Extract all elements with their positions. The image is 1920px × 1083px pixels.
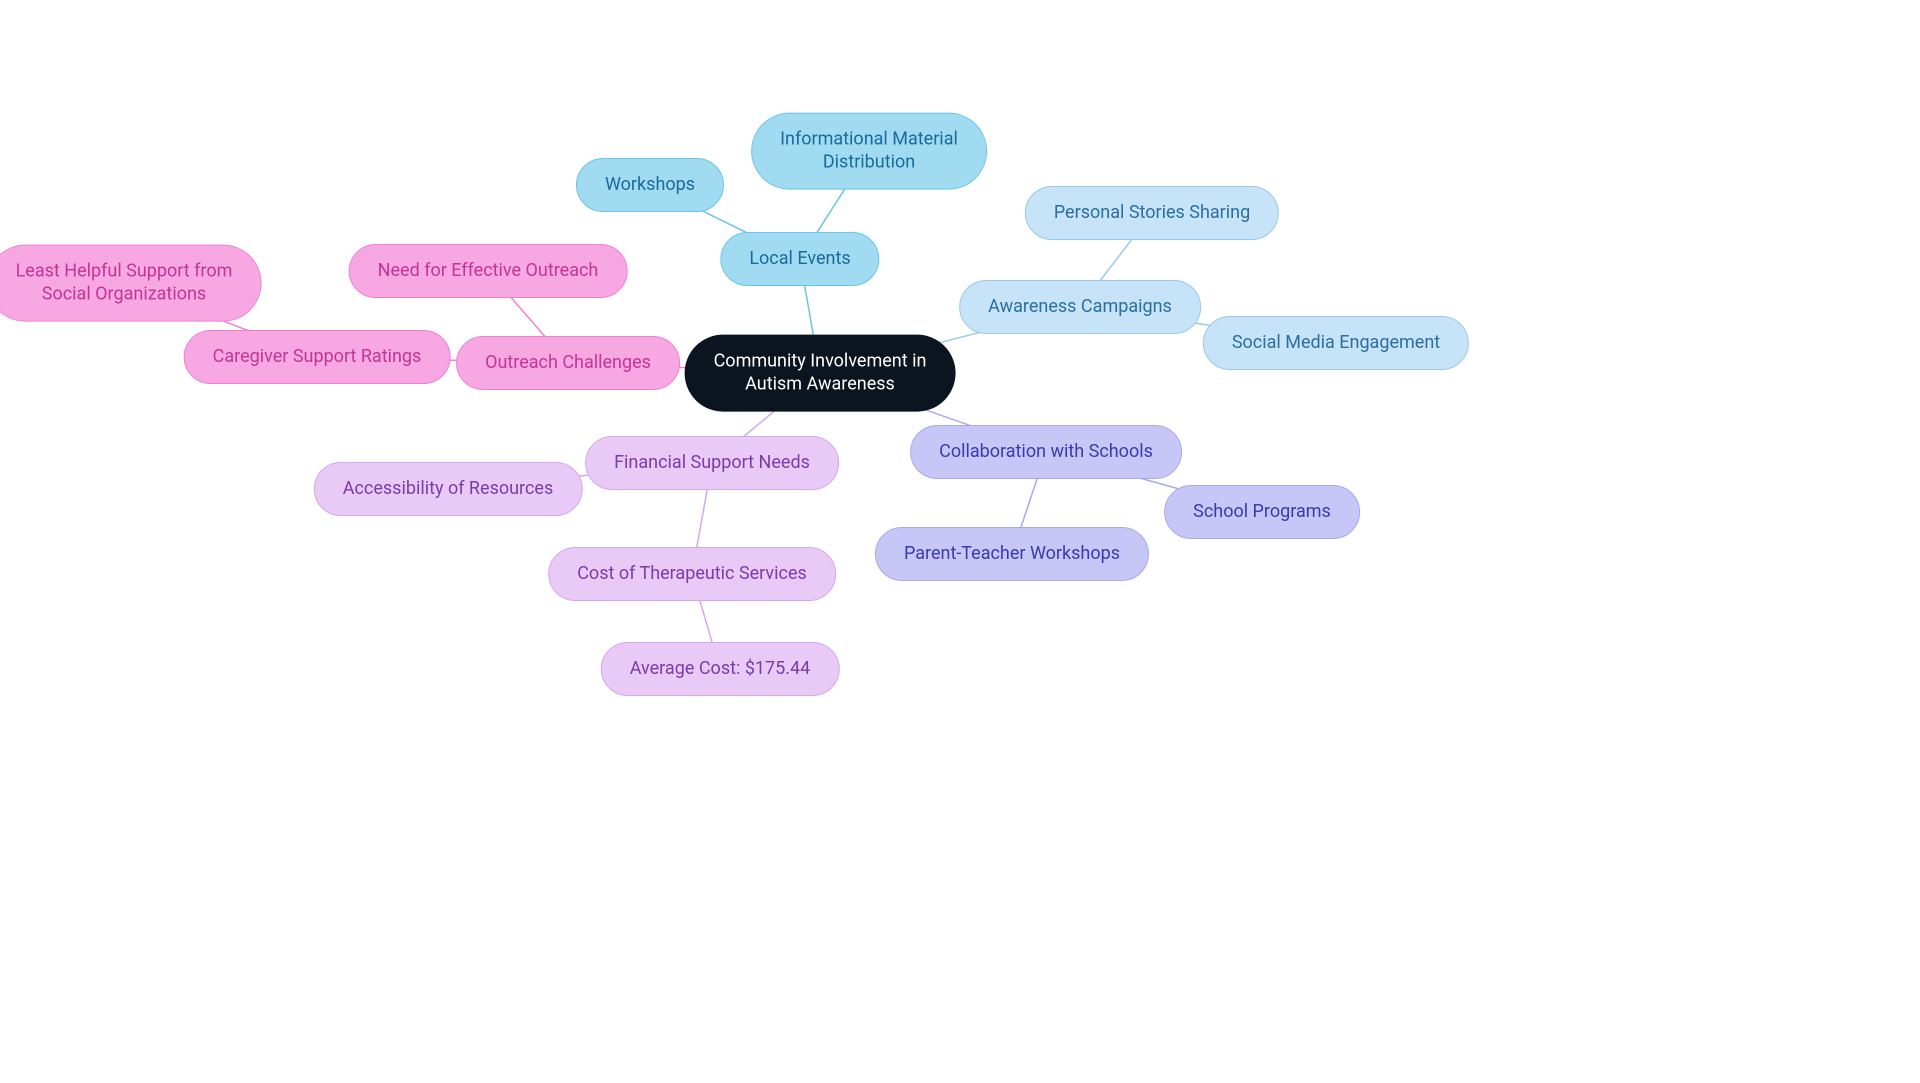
node-personal-stories: Personal Stories Sharing [1025,186,1279,240]
node-accessibility: Accessibility of Resources [314,462,583,516]
node-social-media: Social Media Engagement [1203,316,1469,370]
node-awareness-campaigns: Awareness Campaigns [959,280,1201,334]
node-caregiver-ratings: Caregiver Support Ratings [184,330,451,384]
node-root: Community Involvement in Autism Awarenes… [685,335,956,412]
node-cost-therapeutic: Cost of Therapeutic Services [548,547,836,601]
node-info-material: Informational Material Distribution [751,113,987,190]
node-need-outreach: Need for Effective Outreach [349,244,628,298]
mindmap-canvas: Community Involvement in Autism Awarenes… [0,0,1920,1083]
node-avg-cost: Average Cost: $175.44 [601,642,840,696]
node-local-events: Local Events [720,232,879,286]
node-outreach-challenges: Outreach Challenges [456,336,680,390]
node-collaboration-schools: Collaboration with Schools [910,425,1182,479]
node-parent-teacher: Parent-Teacher Workshops [875,527,1149,581]
node-school-programs: School Programs [1164,485,1360,539]
node-least-helpful: Least Helpful Support from Social Organi… [0,245,261,322]
node-financial-support: Financial Support Needs [585,436,839,490]
node-workshops: Workshops [576,158,724,212]
